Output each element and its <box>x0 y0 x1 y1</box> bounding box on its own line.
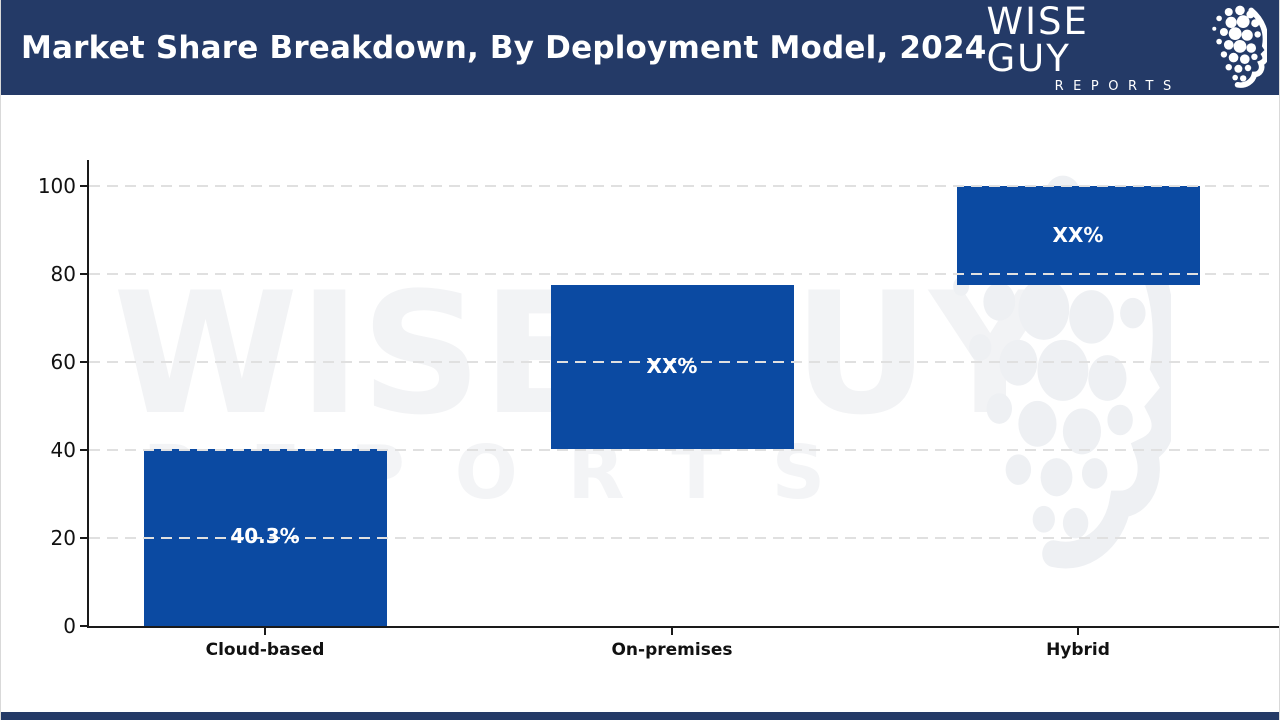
y-tick-mark <box>80 361 88 363</box>
y-axis-spine <box>87 160 89 628</box>
logo-wordmark: WISE GUY <box>986 0 1089 80</box>
y-tick-mark <box>80 449 88 451</box>
plot-area: 0 20 40 60 80 100 40.3% XX% XX% Cloud-based On-pre… <box>1 95 1279 712</box>
y-tick-mark <box>80 273 88 275</box>
y-gridline <box>89 361 1269 363</box>
y-axis-tick-label: 80 <box>50 262 76 286</box>
y-gridline <box>89 537 1269 539</box>
y-tick-mark <box>80 625 88 627</box>
y-axis-tick-label: 60 <box>50 350 76 374</box>
x-axis-category-label: Cloud-based <box>205 640 325 660</box>
y-tick-mark <box>80 185 88 187</box>
logo-text: WISE GUY REPORTS <box>987 3 1183 93</box>
bar-segment <box>956 186 1200 285</box>
y-axis-tick-label: 100 <box>37 174 76 198</box>
x-axis-category-label: Hybrid <box>1046 640 1110 660</box>
y-axis-tick-label: 20 <box>50 526 76 550</box>
x-tick-mark <box>671 626 673 635</box>
chart-title: Market Share Breakdown, By Deployment Mo… <box>21 29 987 66</box>
x-axis-spine <box>87 626 1279 628</box>
logo-subtitle: REPORTS <box>1054 78 1181 94</box>
bar-value-label: 40.3% <box>230 524 300 549</box>
logo-head-icon <box>1187 4 1267 92</box>
x-tick-mark <box>1077 626 1079 635</box>
y-axis-tick-label: 40 <box>50 438 76 462</box>
bar-segment <box>550 285 794 449</box>
bar-value-label: XX% <box>1052 222 1104 247</box>
y-gridline <box>89 273 1269 275</box>
header-bar: Market Share Breakdown, By Deployment Mo… <box>1 0 1280 95</box>
y-gridline <box>89 449 1269 451</box>
footer-bar <box>1 712 1279 720</box>
x-axis-category-label: On-premises <box>611 640 733 660</box>
y-axis-tick-label: 0 <box>63 614 76 638</box>
wise-guy-reports-logo: WISE GUY REPORTS <box>987 3 1280 93</box>
bar-value-label: XX% <box>646 353 698 378</box>
x-tick-mark <box>264 626 266 635</box>
y-tick-mark <box>80 537 88 539</box>
y-gridline <box>89 185 1269 187</box>
